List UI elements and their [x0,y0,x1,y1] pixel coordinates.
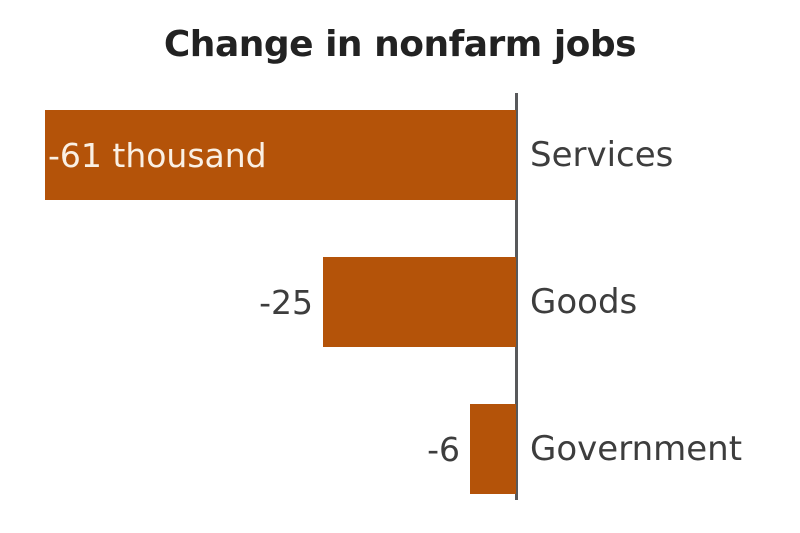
category-label-services: Services [530,135,674,175]
category-label-goods: Goods [530,282,638,322]
bar-goods [323,257,516,347]
value-label-goods: -25 [259,282,313,322]
bar-services [45,110,516,200]
axis-line [515,93,518,500]
value-label-government: -6 [427,429,460,469]
bar-government [470,404,516,494]
chart-title: Change in nonfarm jobs [163,24,637,65]
value-label-services: -61 thousand [48,135,267,175]
category-label-government: Government [530,429,743,469]
